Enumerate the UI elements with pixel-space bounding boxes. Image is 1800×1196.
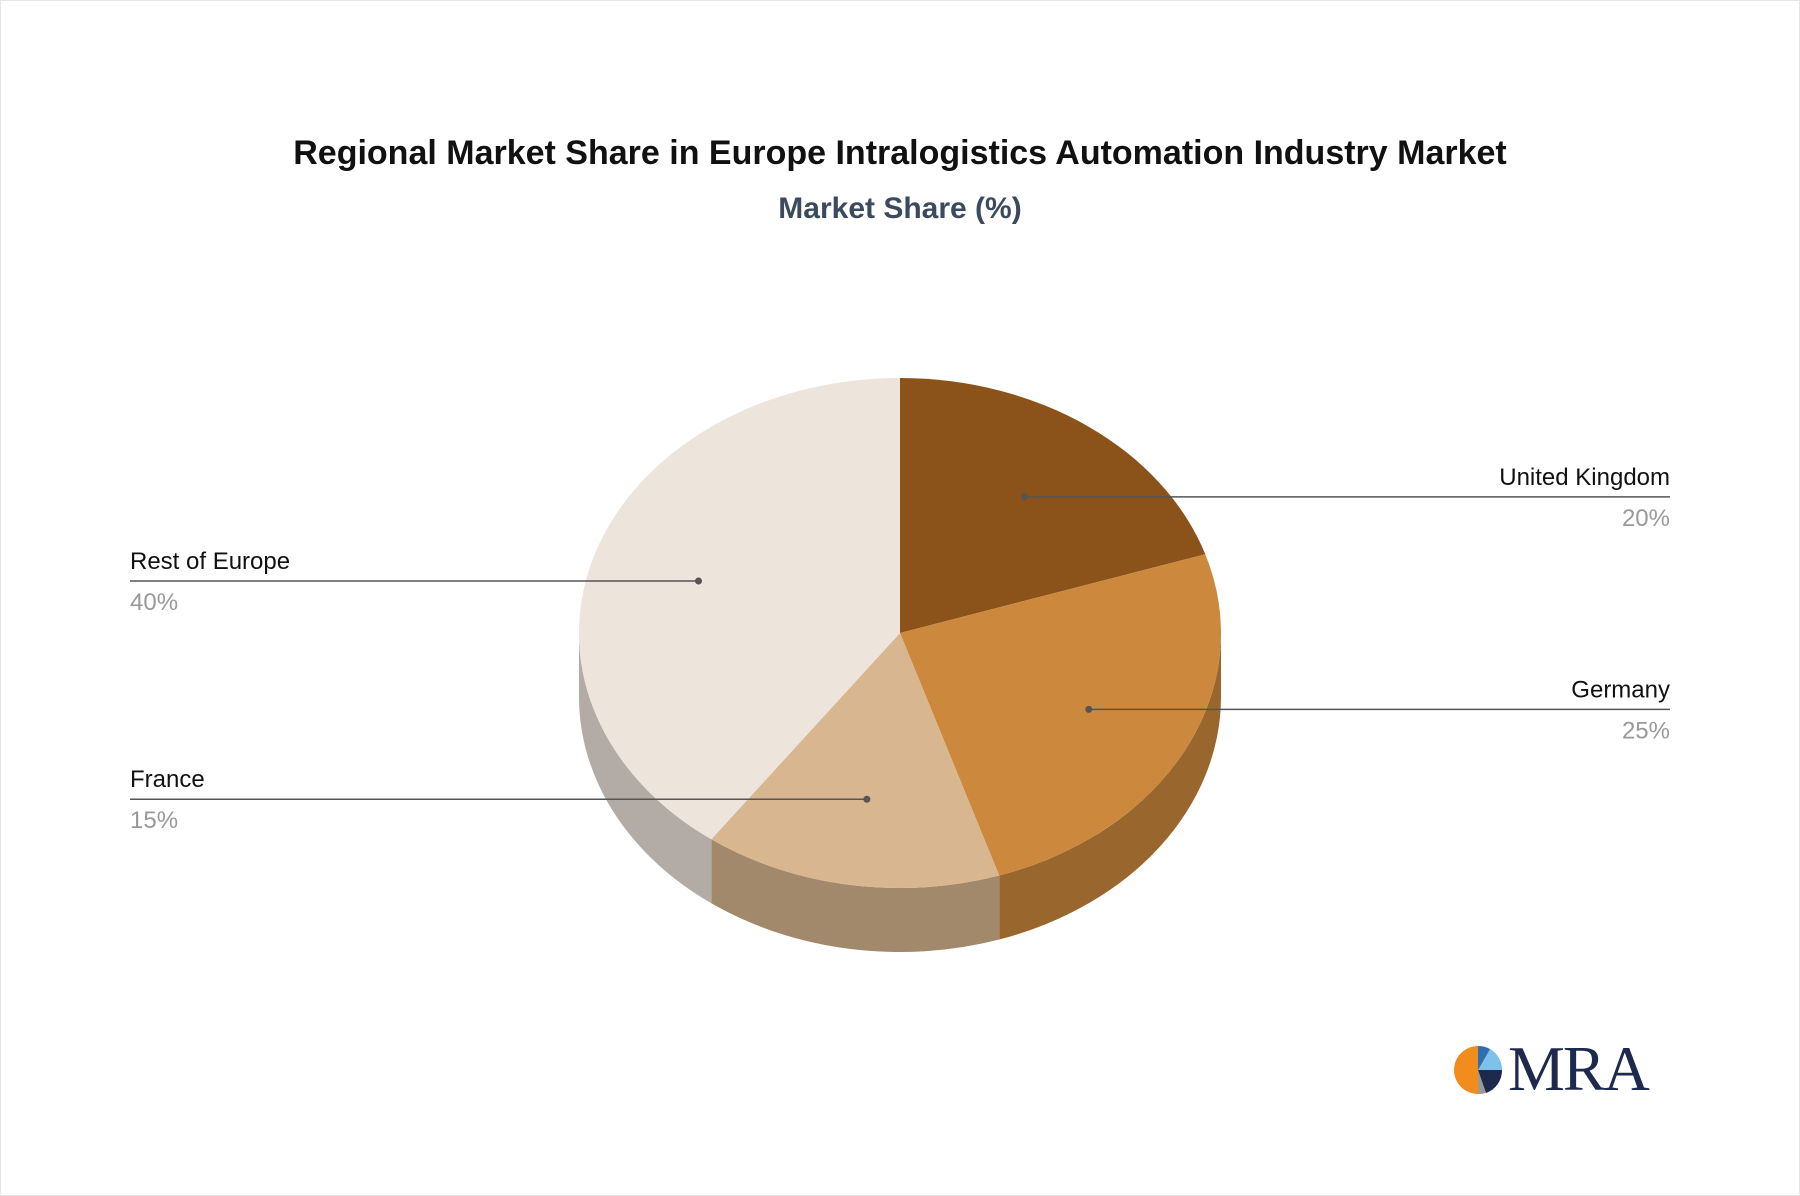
pie-labels: United Kingdom 20% Germany 25% France 15% Rest… [130,464,1670,834]
slice-value-united-kingdom: 20% [1622,505,1670,532]
pie-side-germany [999,633,1221,940]
pie-sides [579,633,1221,952]
slice-label-united-kingdom: United Kingdom [1499,464,1670,491]
pie-slice-rest-of-europe[interactable] [578,377,900,840]
pie-side-rest-of-europe [579,633,712,904]
logo-text: MRA [1508,1033,1650,1104]
pie-slice-france[interactable] [711,633,1000,888]
mra-logo: MRA [1450,1034,1650,1104]
chart-subtitle: Market Share (%) [778,192,1022,225]
leader-dot-germany [1085,705,1093,713]
slice-label-germany: Germany [1571,676,1670,703]
leader-dot-united-kingdom [1021,493,1029,501]
pie-slice-germany[interactable] [900,554,1222,876]
leader-dot-france [863,795,871,803]
pie-side-france [711,839,1000,952]
logo-mark-icon [1454,1045,1503,1095]
pie-slice-united-kingdom[interactable] [900,378,1206,633]
slice-value-rest-of-europe: 40% [130,589,178,616]
slice-value-france: 15% [130,807,178,834]
chart-title: Regional Market Share in Europe Intralog… [293,134,1507,172]
slice-value-germany: 25% [1622,717,1670,744]
leader-dot-rest-of-europe [695,577,703,585]
slice-label-france: France [130,766,205,793]
pie-tops [578,377,1222,888]
slice-label-rest-of-europe: Rest of Europe [130,548,290,575]
